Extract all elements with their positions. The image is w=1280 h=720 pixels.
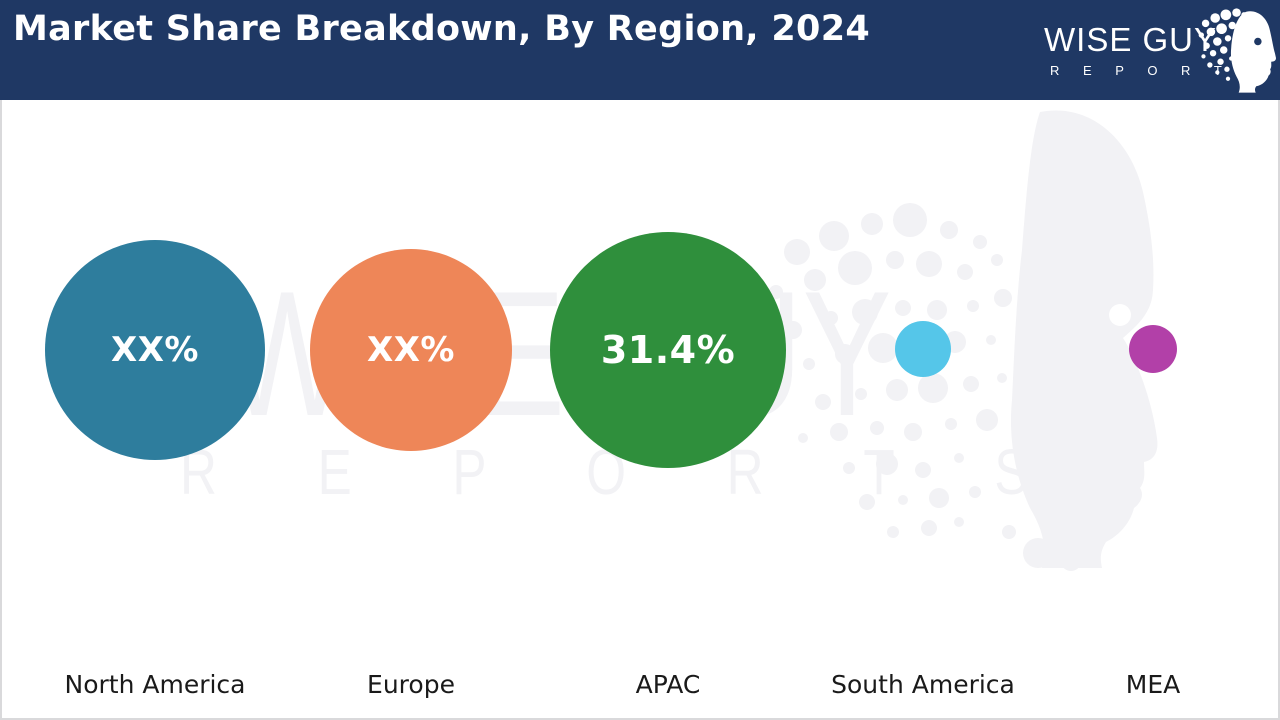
region-label-south-america: South America (831, 670, 1015, 699)
bubble-europe: XX% (310, 249, 512, 451)
bubble-south-america (895, 321, 951, 377)
bubble-apac: 31.4% (550, 232, 786, 468)
region-label-apac: APAC (635, 670, 701, 699)
bubble-layer: XX% XX% 31.4% (2, 100, 1278, 718)
region-label-mea: MEA (1125, 670, 1181, 699)
category-labels: North America Europe APAC South America MEA (2, 100, 1278, 718)
logo-wordmark: WISE GUY (1044, 21, 1218, 58)
bubble-value-label-apac: 31.4% (600, 328, 736, 372)
bubble-mea (1129, 325, 1177, 373)
logo-subtitle: R E P O R T S (1050, 63, 1264, 78)
bubble-north-america: XX% (45, 240, 265, 460)
region-label-north-america: North America (64, 670, 246, 699)
page-title: Market Share Breakdown, By Region, 2024 (13, 9, 870, 49)
header: Market Share Breakdown, By Region, 2024 … (0, 0, 1280, 100)
chart-area: WISE GUY R E P O R T S (0, 100, 1280, 720)
bubble-value-label-europe: XX% (367, 330, 455, 370)
wiseguy-logo: WISE GUY R E P O R T S (1040, 5, 1276, 97)
region-label-europe: Europe (367, 670, 455, 699)
wiseguy-head-icon (1198, 8, 1276, 93)
bubble-value-label-north-america: XX% (111, 330, 199, 370)
